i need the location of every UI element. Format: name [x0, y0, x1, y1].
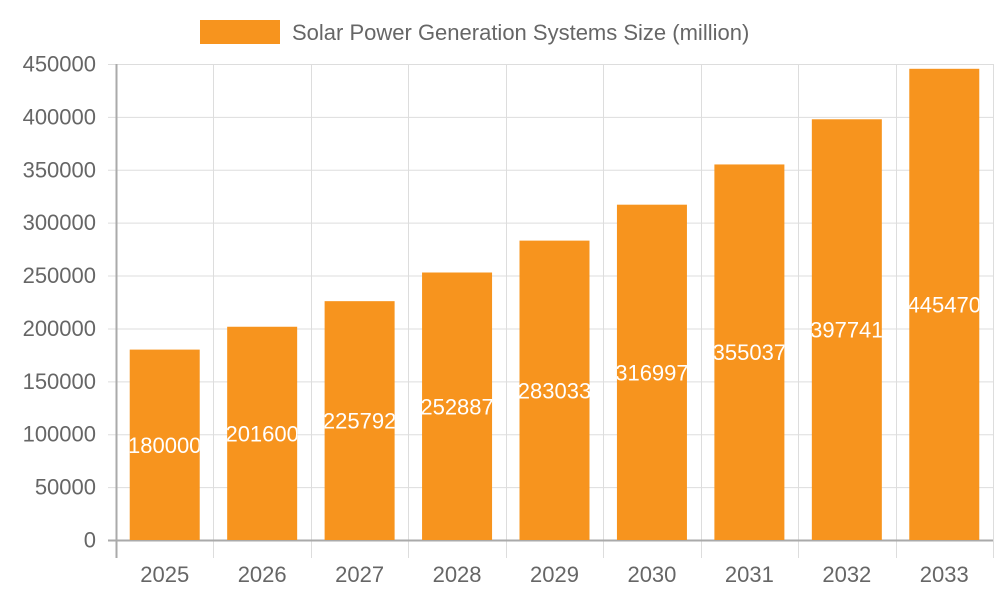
x-tick-label: 2029 [530, 562, 579, 587]
y-tick-label: 400000 [23, 104, 96, 129]
x-tick-label: 2027 [335, 562, 384, 587]
y-axis: 0 50000 100000 150000 200000 250000 300000 3500… [23, 52, 96, 553]
y-tick-label: 300000 [23, 210, 96, 235]
bar [422, 272, 493, 540]
bar [324, 301, 395, 540]
y-tick-label: 200000 [23, 316, 96, 341]
data-label: 225792 [323, 409, 396, 434]
y-tick-label: 0 [84, 528, 96, 553]
y-tick-label: 150000 [23, 369, 96, 394]
x-tick-label: 2030 [627, 562, 676, 587]
data-label: 180000 [128, 433, 201, 458]
bar [227, 326, 298, 540]
bar [129, 349, 200, 540]
y-tick-label: 350000 [23, 157, 96, 182]
x-tick-label: 2032 [822, 562, 871, 587]
data-label: 252887 [420, 394, 493, 419]
data-label: 283033 [518, 378, 591, 403]
bar [714, 164, 785, 540]
data-label: 397741 [810, 318, 883, 343]
data-label: 201600 [225, 421, 298, 446]
x-tick-label: 2025 [140, 562, 189, 587]
bar [909, 68, 980, 540]
bars: 180000 201600 225792 252887 283033 316997 3550… [128, 68, 981, 540]
y-tick-label: 450000 [23, 52, 96, 77]
bar [519, 240, 590, 540]
data-label: 445470 [908, 292, 981, 317]
y-tick-label: 100000 [23, 422, 96, 447]
legend-label: Solar Power Generation Systems Size (mil… [292, 20, 749, 45]
data-label: 355037 [713, 340, 786, 365]
x-axis: 2025 2026 2027 2028 2029 2030 2031 2032 2033 [140, 562, 969, 587]
bar [811, 119, 882, 540]
x-tick-label: 2028 [433, 562, 482, 587]
bar [616, 204, 687, 540]
x-tick-label: 2026 [238, 562, 287, 587]
x-tick-label: 2031 [725, 562, 774, 587]
y-tick-label: 50000 [35, 475, 96, 500]
x-tick-label: 2033 [920, 562, 969, 587]
legend-swatch [200, 20, 280, 44]
data-label: 316997 [615, 360, 688, 385]
y-tick-label: 250000 [23, 263, 96, 288]
legend[interactable]: Solar Power Generation Systems Size (mil… [200, 20, 749, 45]
